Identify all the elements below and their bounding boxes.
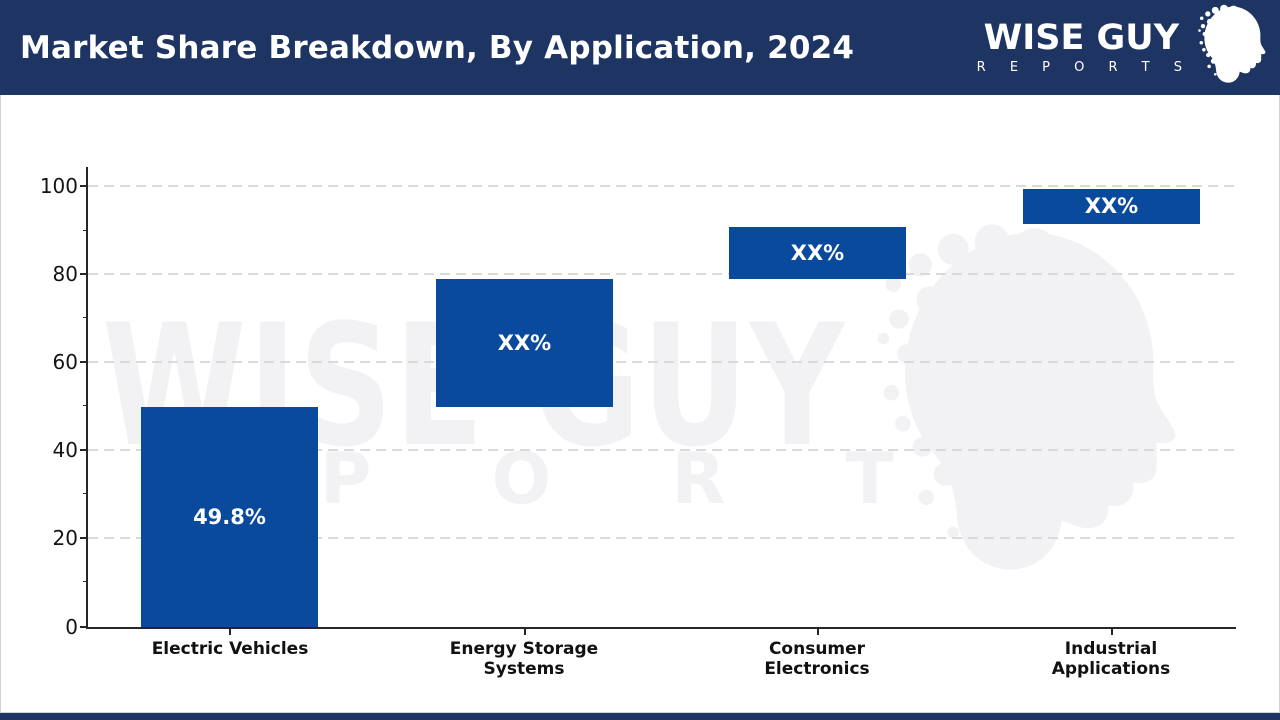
page-title: Market Share Breakdown, By Application, … — [20, 29, 855, 66]
y-axis-line — [86, 167, 88, 629]
footer-bar — [0, 713, 1280, 720]
x-tick-electric-vehicles — [229, 629, 231, 635]
y-tick-label: 100 — [39, 174, 78, 198]
category-line: Electric Vehicles — [151, 639, 309, 659]
y-tick-40 — [80, 449, 88, 451]
bar-consumer-electronics: XX% — [729, 227, 906, 279]
logo-text: WISE GUY R E P O R T S — [971, 17, 1192, 75]
category-line: Industrial — [1064, 639, 1158, 659]
x-tick-energy-storage-systems — [524, 629, 526, 635]
y-minor-tick-30 — [83, 493, 88, 494]
y-tick-label: 40 — [52, 438, 78, 462]
y-tick-20 — [80, 537, 88, 539]
y-tick-label: 80 — [52, 262, 78, 286]
logo-face-icon — [1196, 4, 1266, 92]
gridline-20 — [88, 537, 1236, 539]
y-minor-tick-70 — [83, 317, 88, 318]
logo-wordmark: WISE GUY — [983, 17, 1180, 58]
gridline-40 — [88, 449, 1236, 451]
category-line: Electronics — [764, 659, 870, 679]
bar-value-label: XX% — [497, 330, 552, 355]
header-bar: Market Share Breakdown, By Application, … — [0, 0, 1280, 95]
category-label-industrial-applications: Industrial Applications — [991, 639, 1231, 679]
gridline-80 — [88, 273, 1236, 275]
category-line: Applications — [1051, 659, 1171, 679]
gridline-100 — [88, 185, 1236, 187]
category-label-consumer-electronics: Consumer Electronics — [697, 639, 937, 679]
category-label-energy-storage-systems: Energy Storage Systems — [404, 639, 644, 679]
y-tick-label: 20 — [52, 526, 78, 550]
category-line: Systems — [483, 659, 565, 679]
y-minor-tick-90 — [83, 230, 88, 231]
y-tick-0 — [80, 626, 88, 628]
bar-value-label: XX% — [790, 240, 845, 265]
x-tick-industrial-applications — [1111, 629, 1113, 635]
y-tick-60 — [80, 361, 88, 363]
logo-subtitle: R E P O R T S — [976, 59, 1192, 75]
bar-industrial-applications: XX% — [1023, 189, 1200, 224]
gridline-60 — [88, 361, 1236, 363]
y-tick-label: 60 — [52, 350, 78, 374]
y-tick-label: 0 — [65, 615, 78, 639]
bar-value-label: XX% — [1084, 194, 1139, 218]
category-label-electric-vehicles: Electric Vehicles — [110, 639, 350, 659]
y-minor-tick-50 — [83, 405, 88, 406]
y-minor-tick-10 — [83, 581, 88, 582]
bar-energy-storage-systems: XX% — [436, 279, 613, 407]
y-tick-100 — [80, 185, 88, 187]
wise-guy-reports-logo: WISE GUY R E P O R T S — [971, 4, 1266, 92]
category-line: Energy Storage — [449, 639, 599, 659]
bar-value-label: 49.8% — [193, 504, 266, 529]
x-axis-line — [86, 627, 1236, 629]
watermark-face-icon — [868, 222, 1178, 610]
category-line: Consumer — [768, 639, 866, 659]
x-tick-consumer-electronics — [817, 629, 819, 635]
y-tick-80 — [80, 273, 88, 275]
bar-electric-vehicles: 49.8% — [141, 407, 318, 627]
